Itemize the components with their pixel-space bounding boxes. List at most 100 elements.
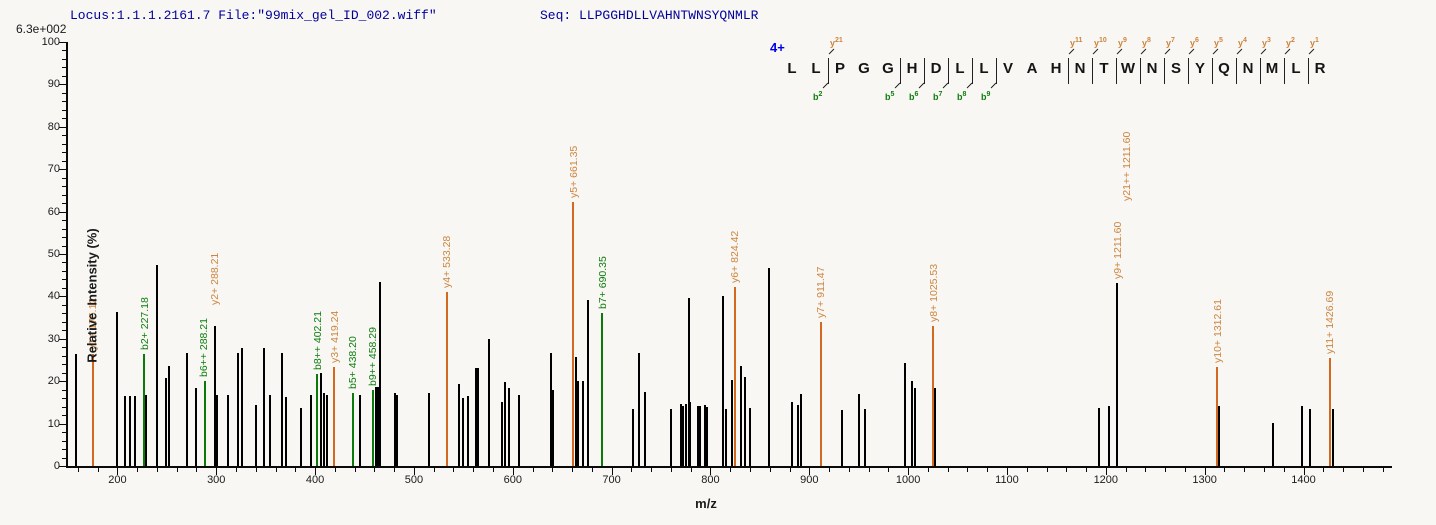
y-major-tick xyxy=(59,338,66,340)
y-ion-marker-label: y6 xyxy=(1190,37,1199,48)
peak-unassigned xyxy=(194,387,197,466)
residue: Q xyxy=(1218,60,1230,77)
b-ion-marker-label: b2 xyxy=(813,91,823,102)
peak-unassigned xyxy=(185,352,188,466)
peak-unassigned xyxy=(689,402,692,466)
peak-y-ion xyxy=(1328,358,1331,466)
peak-unassigned xyxy=(581,381,584,466)
y-major-tick xyxy=(59,466,66,467)
y-minor-tick xyxy=(62,415,66,417)
y-ion-peak-label: y4+ 533.28 xyxy=(441,235,454,288)
x-minor-tick xyxy=(473,468,475,472)
x-minor-tick xyxy=(394,468,396,472)
peak-b-ion xyxy=(203,381,206,466)
y-ion-peak-label: y21++ 1211.60 xyxy=(1120,131,1133,201)
y-minor-tick xyxy=(62,270,66,272)
peak-unassigned xyxy=(552,389,555,466)
y-minor-tick xyxy=(62,432,66,434)
x-minor-tick xyxy=(255,468,257,472)
x-major-tick xyxy=(710,468,712,475)
peak-unassigned xyxy=(724,409,727,466)
x-minor-tick xyxy=(631,468,633,472)
y-ion-marker-label: y5 xyxy=(1214,37,1223,48)
peak-unassigned xyxy=(744,376,747,466)
peak-unassigned xyxy=(284,397,287,466)
residue: R xyxy=(1314,60,1326,77)
peak-unassigned xyxy=(791,401,794,466)
x-minor-tick xyxy=(1244,468,1246,472)
y-tick-label: 30 xyxy=(47,332,60,345)
y-major-tick xyxy=(59,254,66,255)
peak-y-ion xyxy=(333,367,336,466)
residue: T xyxy=(1099,60,1109,77)
x-minor-tick xyxy=(1046,468,1048,472)
x-minor-tick xyxy=(236,468,238,472)
x-tick-label: 900 xyxy=(800,474,819,486)
peak-b-ion xyxy=(143,354,146,466)
peak-unassigned xyxy=(1331,409,1334,466)
peak-unassigned xyxy=(226,394,229,466)
peak-unassigned xyxy=(699,405,702,466)
y-tick-label: 70 xyxy=(47,163,60,176)
x-major-tick xyxy=(1006,468,1008,475)
y-minor-tick xyxy=(62,194,66,196)
y-axis-line xyxy=(66,42,68,468)
y-minor-tick xyxy=(62,389,66,391)
x-minor-tick xyxy=(77,468,79,472)
peak-unassigned xyxy=(376,387,379,466)
peak-unassigned xyxy=(280,353,283,466)
x-minor-tick xyxy=(789,468,791,472)
peak-unassigned xyxy=(841,410,844,466)
y-ion-peak-label: y9+ 1211.60 xyxy=(1111,221,1124,279)
y-major-tick xyxy=(59,423,66,425)
x-minor-tick xyxy=(374,468,376,472)
peak-unassigned xyxy=(393,393,396,466)
y-minor-tick xyxy=(62,237,66,239)
b-ion-marker-label: b9 xyxy=(981,91,991,102)
y-minor-tick xyxy=(62,355,66,357)
y-minor-tick xyxy=(62,220,66,222)
peak-unassigned xyxy=(549,352,552,466)
y-minor-tick xyxy=(62,364,66,366)
fragment-boundary-line xyxy=(1092,58,1093,84)
peak-unassigned xyxy=(164,378,167,466)
peak-unassigned xyxy=(477,367,480,466)
y-minor-tick xyxy=(62,58,66,60)
y-ion-marker-label: y1 xyxy=(1310,37,1319,48)
peak-unassigned xyxy=(644,391,647,466)
x-minor-tick xyxy=(1165,468,1167,472)
y-minor-tick xyxy=(62,457,66,459)
x-minor-tick xyxy=(176,468,178,472)
residue: G xyxy=(858,60,870,77)
peak-unassigned xyxy=(1098,408,1101,466)
residue: H xyxy=(1050,60,1062,77)
y-minor-tick xyxy=(62,262,66,264)
peak-unassigned xyxy=(268,394,271,466)
y-ion-peak-label: y8+ 1025.53 xyxy=(927,263,940,323)
x-major-tick xyxy=(512,468,514,475)
x-minor-tick xyxy=(572,468,574,472)
b-ion-marker-label: b5 xyxy=(885,91,895,102)
x-major-tick xyxy=(1204,468,1206,475)
peak-unassigned xyxy=(309,394,312,466)
y-major-tick xyxy=(59,126,66,128)
residue: V xyxy=(1002,60,1013,77)
y-minor-tick xyxy=(62,313,66,315)
peak-unassigned xyxy=(236,353,239,466)
x-minor-tick xyxy=(1343,468,1345,472)
y-minor-tick xyxy=(62,75,66,77)
x-minor-tick xyxy=(1362,468,1364,472)
peak-unassigned xyxy=(703,404,706,466)
x-minor-tick xyxy=(690,468,692,472)
x-minor-tick xyxy=(532,468,534,472)
y-minor-tick xyxy=(62,398,66,400)
x-minor-tick xyxy=(1066,468,1068,472)
peak-unassigned xyxy=(934,388,937,466)
x-tick-label: 600 xyxy=(503,474,522,486)
y-minor-tick xyxy=(62,372,66,374)
y-axis-title: Relative Intensity (%) xyxy=(84,228,100,363)
x-major-tick xyxy=(1303,468,1305,475)
peak-unassigned xyxy=(904,362,907,466)
y-minor-tick xyxy=(62,152,66,154)
